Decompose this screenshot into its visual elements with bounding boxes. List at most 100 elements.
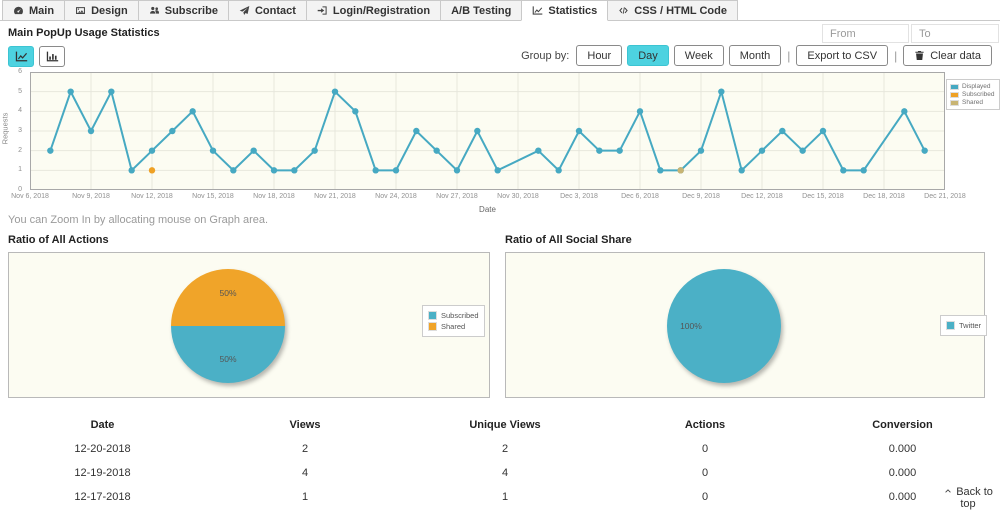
table-cell: 12-19-2018 [74, 467, 131, 479]
legend-label: Displayed [962, 83, 991, 90]
image-icon [75, 5, 86, 16]
x-tick-label: Dec 9, 2018 [682, 193, 720, 200]
y-tick-label: 0 [18, 186, 22, 193]
x-tick-label: Dec 15, 2018 [802, 193, 844, 200]
legend-item: Shared [950, 99, 995, 106]
x-tick-label: Nov 27, 2018 [436, 193, 478, 200]
actions-pie-panel: 50% 50% Subscribed Shared [8, 252, 490, 398]
zoom-hint-text: You can Zoom In by allocating mouse on G… [8, 214, 269, 226]
legend-swatch [950, 99, 959, 106]
tab-login-registration[interactable]: Login/Registration [305, 0, 442, 21]
table-cell: 0.000 [888, 443, 917, 455]
tab-label: Contact [254, 4, 296, 17]
table-header-cell[interactable]: Actions [684, 419, 726, 431]
social-share-pie-legend: Twitter [940, 315, 988, 336]
x-tick-label: Dec 21, 2018 [924, 193, 966, 200]
table-cell: 2 [301, 443, 309, 455]
actions-pie-chart: 50% 50% [171, 269, 285, 383]
group-by-day-button[interactable]: Day [627, 45, 669, 66]
svg-text:50%: 50% [219, 288, 236, 298]
tab-contact[interactable]: Contact [227, 0, 307, 21]
page-title: Main PopUp Usage Statistics [8, 27, 160, 39]
table-header-cell[interactable]: Date [90, 419, 115, 431]
line-chart-icon [15, 50, 28, 63]
legend-swatch [950, 83, 959, 90]
tab-design[interactable]: Design [64, 0, 139, 21]
table-cell: 0 [701, 443, 709, 455]
separator: | [894, 48, 898, 63]
x-tick-label: Dec 6, 2018 [621, 193, 659, 200]
legend-label: Shared [441, 322, 466, 331]
x-tick-label: Dec 3, 2018 [560, 193, 598, 200]
line-chart-legend: Displayed Subscribed Shared [946, 79, 1000, 110]
social-share-pie-title: Ratio of All Social Share [505, 234, 632, 246]
bar-chart-view-button[interactable] [39, 46, 65, 67]
tab-css-html-code[interactable]: CSS / HTML Code [607, 0, 738, 21]
line-chart-view-button[interactable] [8, 46, 34, 67]
table-header-cell[interactable]: Unique Views [469, 419, 541, 431]
group-by-hour-button[interactable]: Hour [576, 45, 623, 66]
tab-subscribe[interactable]: Subscribe [137, 0, 229, 21]
y-axis-tick-labels: 0 1 2 3 4 5 6 [0, 68, 26, 193]
table-cell: 1 [501, 491, 509, 503]
export-csv-button[interactable]: Export to CSV [796, 45, 889, 66]
line-chart-plot[interactable] [30, 72, 945, 190]
tab-a-b-testing[interactable]: A/B Testing [440, 0, 523, 21]
table-cell: 12-17-2018 [74, 491, 131, 503]
legend-item: Subscribed [950, 91, 995, 98]
y-tick-label: 4 [18, 107, 22, 115]
table-cell: 12-20-2018 [74, 443, 131, 455]
separator: | [787, 48, 791, 63]
y-tick-label: 2 [18, 146, 22, 154]
legend-label: Subscribed [441, 311, 479, 320]
x-tick-label: Nov 24, 2018 [375, 193, 417, 200]
x-tick-label: Nov 15, 2018 [192, 193, 234, 200]
bar-chart-icon [46, 50, 59, 63]
social-share-pie-chart: 100% [667, 269, 781, 383]
back-to-top-label: Back to top [956, 486, 993, 510]
table-header-row: Date Views Unique Views Actions Conversion [0, 413, 1000, 437]
legend-label: Shared [962, 99, 983, 106]
paper-plane-icon [239, 5, 250, 16]
sign-in-icon [317, 5, 328, 16]
tab-label: Design [91, 4, 128, 17]
toolbar: Group by: Hour Day Week Month | Export to C… [521, 45, 992, 66]
table-cell: 0 [701, 467, 709, 479]
table-header-cell[interactable]: Views [289, 419, 321, 431]
code-icon [618, 5, 629, 16]
table-cell: 1 [301, 491, 309, 503]
legend-item: Twitter [946, 321, 981, 330]
back-to-top-button[interactable]: Back to top [936, 486, 1000, 510]
social-share-pie-panel: 100% Twitter [505, 252, 988, 398]
svg-text:100%: 100% [680, 321, 702, 331]
tab-label: Statistics [548, 4, 598, 17]
x-tick-label: Nov 30, 2018 [497, 193, 539, 200]
y-tick-label: 6 [18, 68, 22, 75]
statistics-table: Date Views Unique Views Actions Conversion 12… [0, 413, 1000, 509]
from-date-input[interactable] [822, 24, 909, 43]
tab-label: Subscribe [164, 4, 218, 17]
x-tick-label: Nov 6, 2018 [11, 193, 49, 200]
tab-label: Login/Registration [332, 4, 431, 17]
legend-swatch [428, 322, 437, 331]
x-tick-label: Nov 18, 2018 [253, 193, 295, 200]
x-axis-title: Date [479, 205, 496, 214]
y-tick-label: 3 [18, 127, 22, 134]
tab-statistics[interactable]: Statistics [521, 0, 609, 21]
line-chart-icon [532, 5, 543, 16]
table-header-cell[interactable]: Conversion [872, 419, 933, 431]
x-tick-label: Nov 9, 2018 [72, 193, 110, 200]
clear-data-button[interactable]: Clear data [903, 45, 992, 66]
legend-label: Twitter [959, 321, 982, 330]
to-date-input[interactable] [911, 24, 999, 43]
table-cell: 4 [501, 467, 509, 479]
y-tick-label: 5 [18, 87, 22, 95]
group-by-week-button[interactable]: Week [673, 45, 724, 66]
table-cell: 4 [301, 467, 309, 479]
x-tick-label: Nov 21, 2018 [314, 193, 356, 200]
trash-icon [914, 50, 925, 61]
tab-label: CSS / HTML Code [634, 4, 727, 17]
x-axis-tick-labels: Nov 6, 2018 Nov 9, 2018 Nov 12, 2018 Nov 15… [11, 193, 966, 203]
group-by-month-button[interactable]: Month [728, 45, 782, 66]
tab-main[interactable]: Main [2, 0, 66, 21]
